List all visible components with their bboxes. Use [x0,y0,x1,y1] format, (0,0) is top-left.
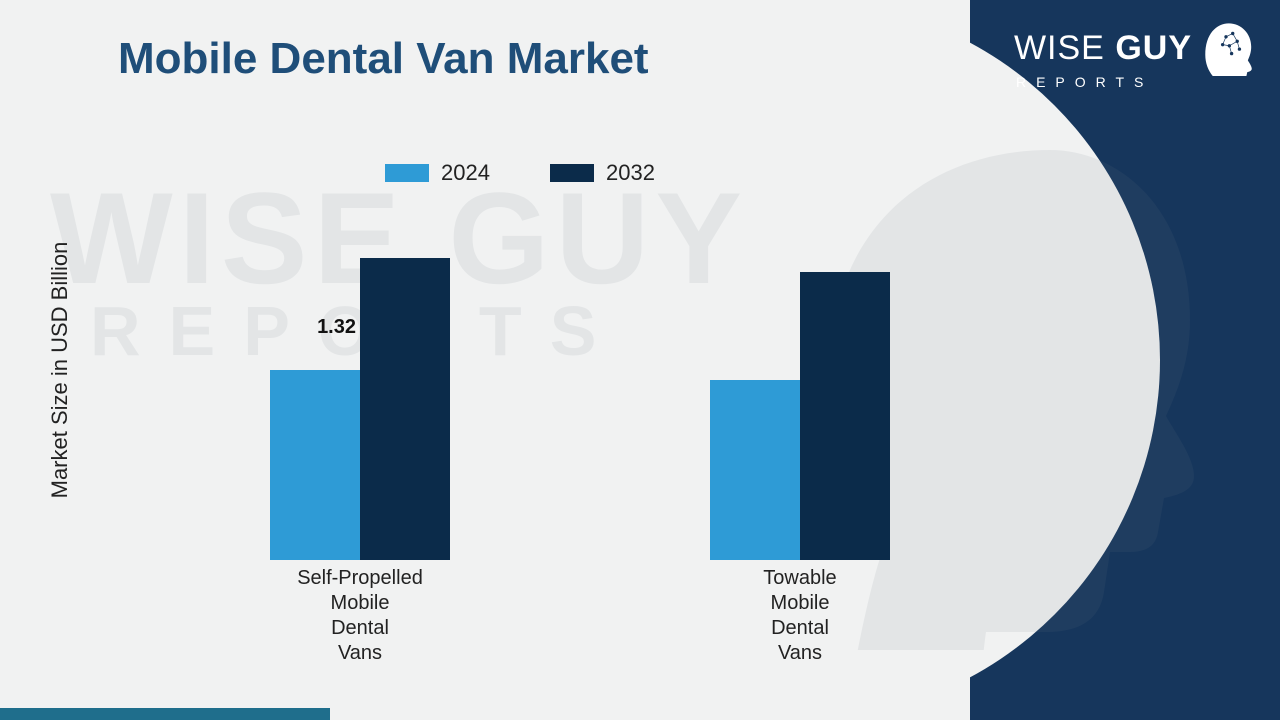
bar [800,272,890,560]
legend-label-2024: 2024 [441,160,490,186]
logo-word-1: WISE [1014,29,1105,67]
legend-swatch-2024 [385,164,429,182]
chart-canvas: WISE GUY REPORTS Mobile Dental Van Marke… [0,0,1280,720]
bar [710,380,800,560]
category-label: TowableMobileDentalVans [710,560,890,666]
category-label: Self-PropelledMobileDentalVans [270,560,450,666]
chart-title: Mobile Dental Van Market [118,34,649,84]
legend-item-2032: 2032 [550,160,655,186]
bottom-accent-bar [0,708,330,720]
logo-word-2: GUY [1115,29,1192,67]
legend-swatch-2032 [550,164,594,182]
bar-group: TowableMobileDentalVans [710,272,890,560]
bar-value-label: 1.32 [266,316,356,343]
legend-item-2024: 2024 [385,160,490,186]
legend: 2024 2032 [0,160,1040,186]
plot-area: 1.32Self-PropelledMobileDentalVans Towabl… [100,200,940,560]
bar-group: 1.32Self-PropelledMobileDentalVans [270,258,450,560]
logo-text: WISE GUY [1014,29,1192,68]
bar [360,258,450,560]
bar [270,370,360,560]
legend-label-2032: 2032 [606,160,655,186]
brand-logo: WISE GUY REPORTS [1014,20,1254,90]
logo-head-icon [1198,20,1254,76]
logo-subtext: REPORTS [1014,74,1254,90]
y-axis-label: Market Size in USD Billion [47,242,73,499]
